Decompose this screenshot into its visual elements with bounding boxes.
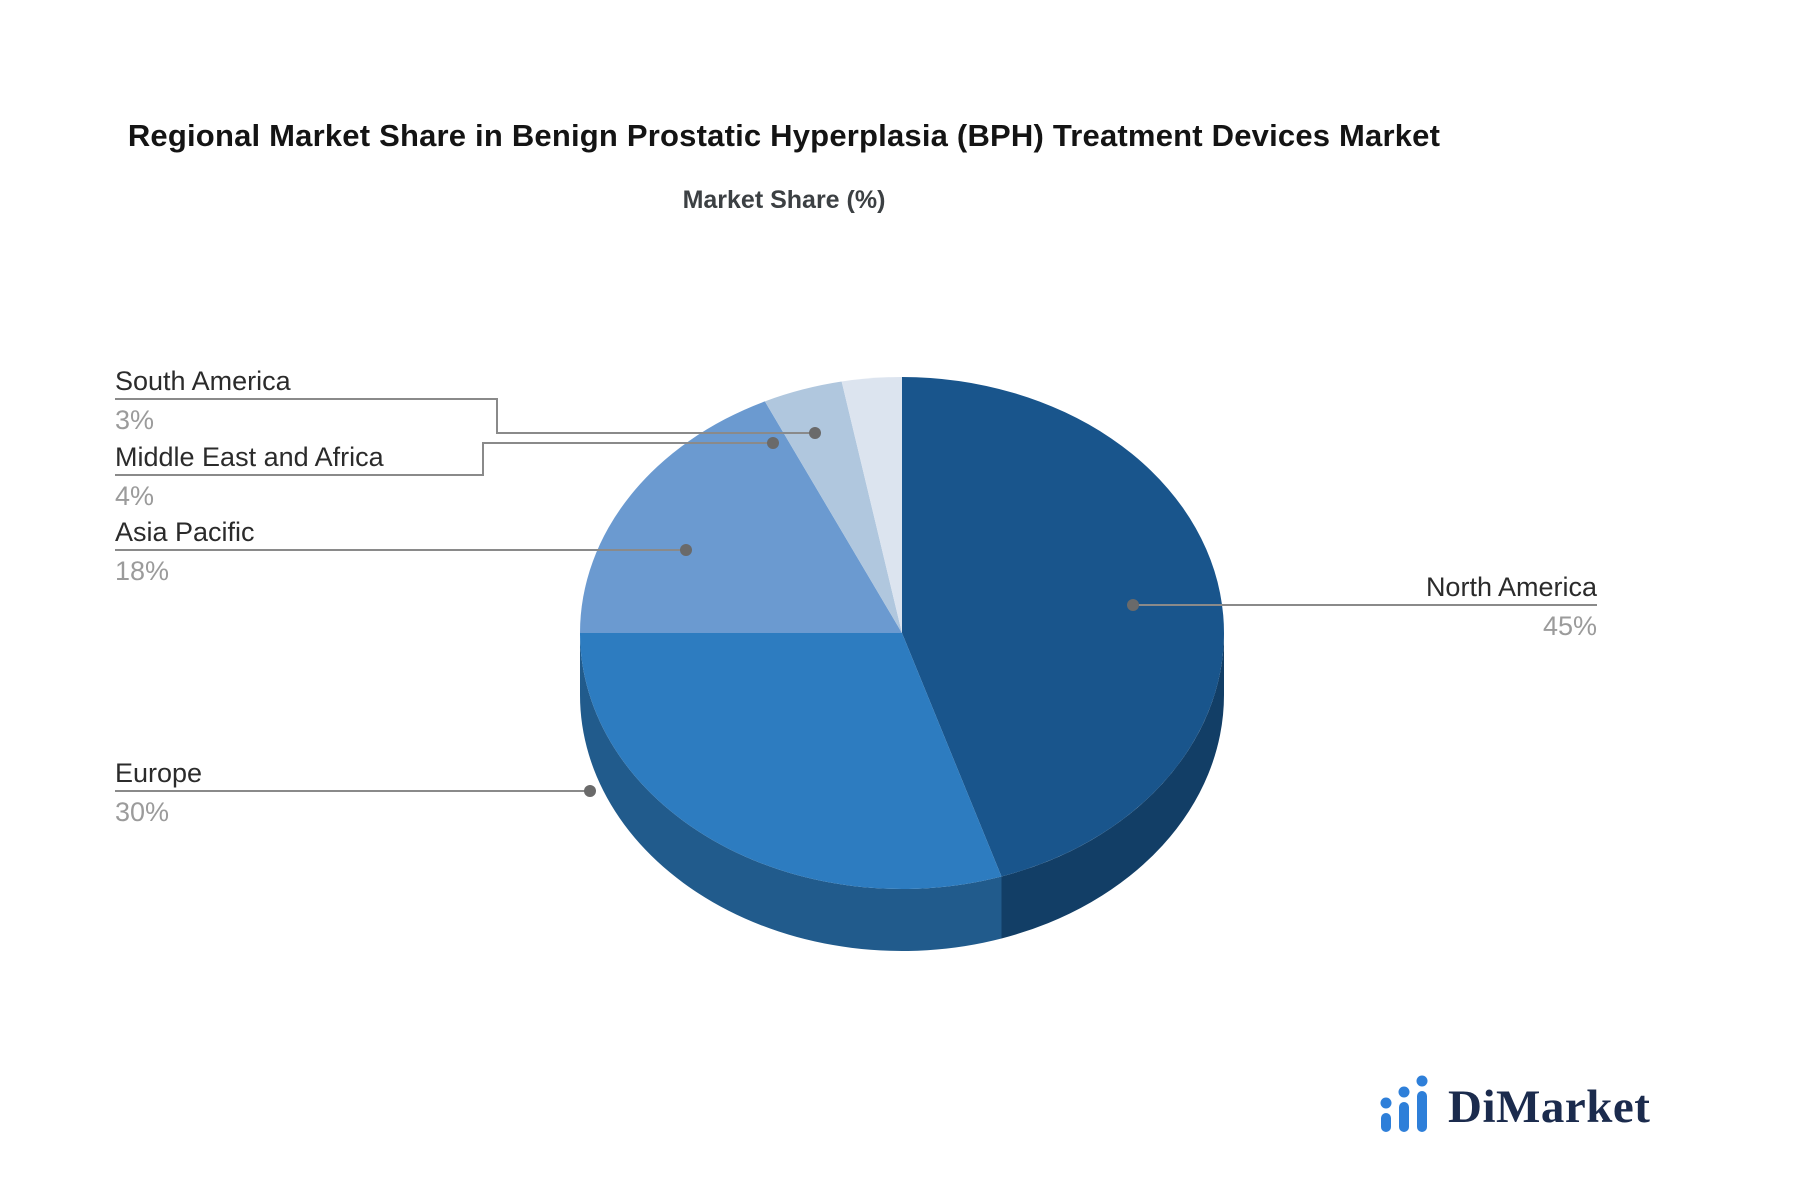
callout-south-america-label: South America	[115, 366, 291, 396]
leader-dot-middle-east-and-africa	[767, 437, 779, 449]
logo-bar-chart-icon	[1380, 1075, 1428, 1132]
pie-slice-south-america[interactable]	[841, 377, 902, 633]
pie-slice-north-america[interactable]	[902, 377, 1224, 877]
callout-middle-east-and-africa-label: Middle East and Africa	[115, 442, 384, 472]
pie-slice-asia-pacific[interactable]	[580, 401, 902, 633]
leader-dot-asia-pacific	[680, 544, 692, 556]
callout-north-america-pct: 45%	[1542, 611, 1597, 641]
leader-line-middle-east-and-africa	[115, 442, 773, 476]
leader-line-south-america	[115, 398, 815, 434]
brand-logo: DiMarket	[1378, 1070, 1650, 1132]
callout-north-america-label: North America	[1425, 572, 1597, 602]
leader-dot-north-america	[1127, 599, 1139, 611]
callout-europe-pct: 30%	[115, 797, 170, 827]
callout-asia-pacific-label: Asia Pacific	[115, 517, 255, 547]
callout-middle-east-and-africa-pct: 4%	[115, 481, 155, 511]
leader-dot-europe	[584, 785, 596, 797]
pie-slice-side-europe	[580, 633, 1002, 952]
pie-slice-europe[interactable]	[580, 633, 1002, 889]
pie-slice-middle-east-and-africa[interactable]	[764, 381, 902, 633]
logo-text: DiMarket	[1448, 1080, 1651, 1133]
callout-south-america-pct: 3%	[115, 405, 155, 435]
pie-slice-side-north-america	[1001, 633, 1224, 939]
callout-asia-pacific-pct: 18%	[115, 556, 170, 586]
chart-title: Regional Market Share in Benign Prostati…	[127, 118, 1441, 153]
leader-dot-south-america	[809, 427, 821, 439]
callout-europe-label: Europe	[115, 758, 203, 788]
chart-subtitle: Market Share (%)	[682, 186, 886, 214]
